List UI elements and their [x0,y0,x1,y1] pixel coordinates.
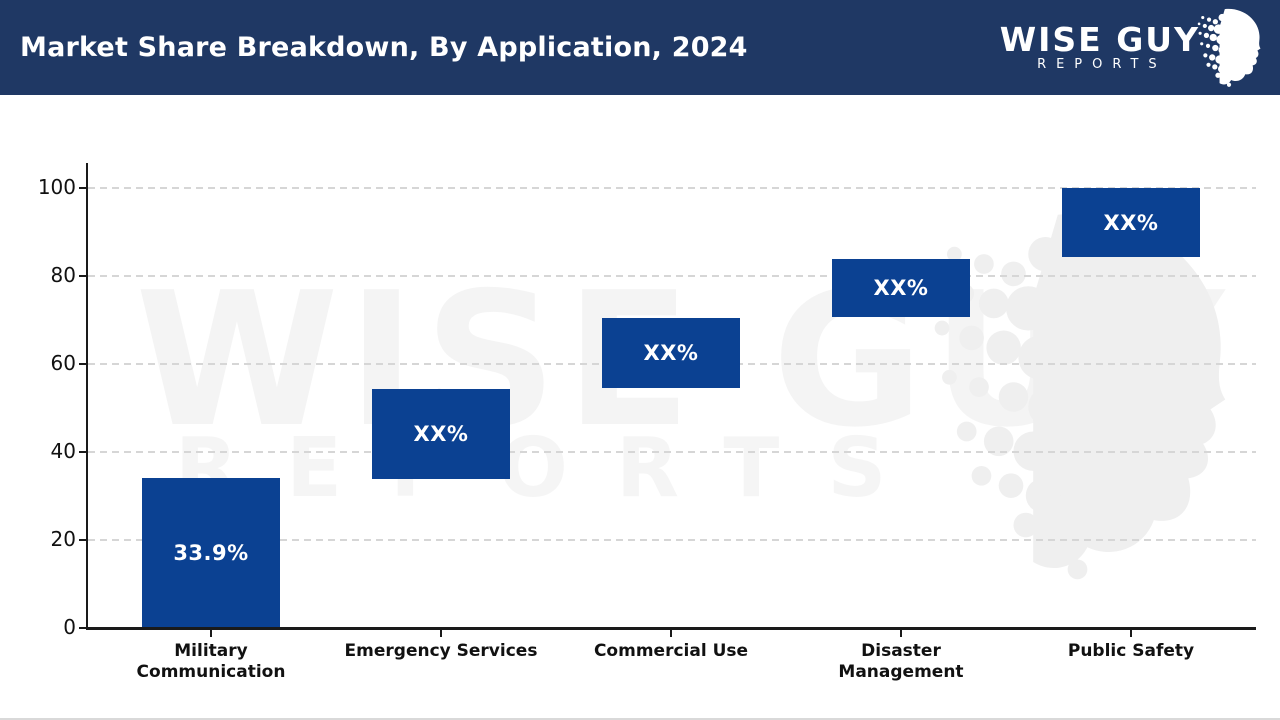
y-axis-tick-label: 100 [37,174,76,199]
bar-value-label: XX% [413,422,469,447]
bar-value-label: XX% [643,341,699,366]
y-axis-tick [79,274,88,277]
y-axis-tick-label: 20 [50,526,76,551]
bar-public-safety: XX% [1062,187,1200,258]
x-axis-category-label: Public Safety [1067,641,1195,661]
wiseguy-logo-text: WISE GUY REPORTS [999,19,1200,73]
y-axis-tick-label: 40 [50,438,76,463]
x-axis-tick [1130,630,1132,637]
logo-wordmark: WISE GUY [999,19,1200,59]
y-axis-tick [79,626,88,629]
wiseguy-face-icon [1197,8,1261,87]
gridline-80 [88,274,1256,277]
watermark-subtitle: REPORTS [175,428,934,510]
x-axis-tick [670,630,672,637]
y-axis-line [86,163,88,630]
gridline-20 [88,538,1256,541]
bar-commercial-use: XX% [602,318,740,389]
x-axis-tick [440,630,442,637]
bar-value-label: XX% [1103,210,1159,235]
logo-subtitle: REPORTS [1037,57,1167,73]
bar-disaster-management: XX% [832,258,970,317]
x-axis-category-label: Commercial Use [593,641,749,661]
footer-divider [0,718,1280,720]
y-axis-tick-label: 60 [50,350,76,375]
y-axis-tick [79,362,88,365]
y-axis-tick [79,538,88,541]
y-axis-tick [79,186,88,189]
x-axis-tick [210,630,212,637]
x-axis-category-label: Emergency Services [344,641,538,661]
x-axis-category-label: Military Communication [136,641,286,683]
bar-military-communication: 33.9% [142,478,280,628]
bar-value-label: XX% [873,275,929,300]
header-band: Market Share Breakdown, By Application, … [0,0,1280,95]
wiseguy-logo: WISE GUY REPORTS [1000,6,1266,90]
x-axis-line [86,627,1256,630]
gridline-100 [88,186,1256,189]
y-axis-tick [79,450,88,453]
y-axis-tick-label: 0 [63,614,76,639]
chart-title: Market Share Breakdown, By Application, … [20,32,748,63]
bar-value-label: 33.9% [173,540,249,565]
bar-emergency-services: XX% [372,389,510,479]
gridline-40 [88,450,1256,453]
y-axis-tick-label: 80 [50,262,76,287]
x-axis-tick [900,630,902,637]
x-axis-category-label: Disaster Management [838,641,964,683]
